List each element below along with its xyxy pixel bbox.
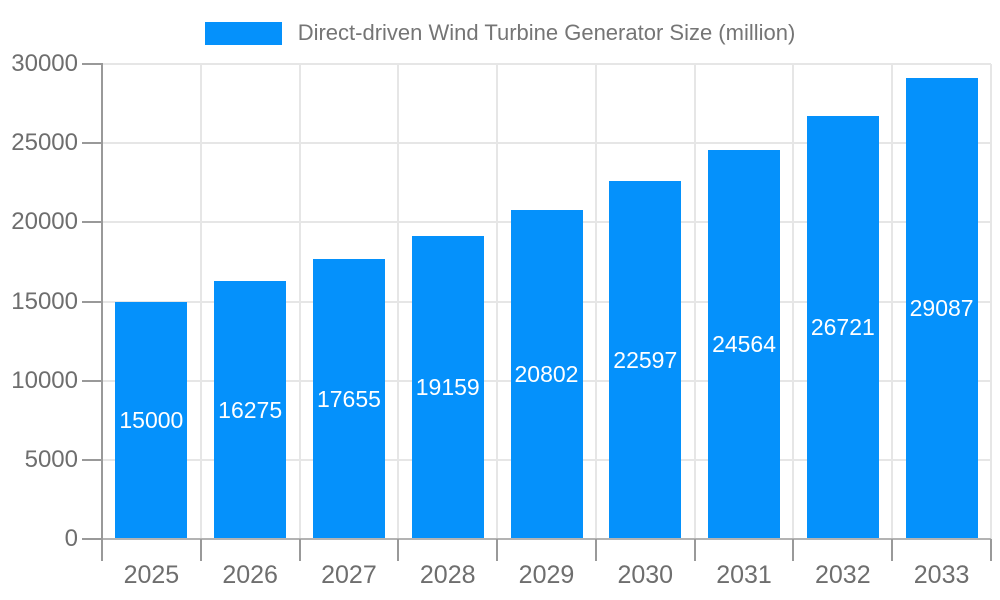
bar[interactable]: 15000 [115, 301, 188, 539]
y-axis-tick [82, 63, 102, 65]
bar[interactable]: 17655 [312, 259, 385, 539]
bar[interactable]: 29087 [905, 78, 978, 539]
bar[interactable]: 20802 [510, 209, 583, 539]
y-axis-tick-label: 15000 [11, 287, 78, 315]
x-axis-tick-label: 2027 [321, 561, 377, 589]
y-axis-tick [82, 458, 102, 461]
legend[interactable]: Direct-driven Wind Turbine Generator Siz… [0, 20, 1000, 46]
bar[interactable]: 19159 [411, 235, 484, 539]
y-axis-tick-label: 0 [64, 525, 78, 552]
x-axis-tick-label: 2030 [617, 561, 674, 589]
y-axis-tick-label: 30000 [11, 50, 78, 77]
x-axis-tick-label: 2032 [815, 561, 871, 589]
x-axis-tick-label: 2026 [222, 561, 278, 589]
h-gridline [102, 63, 991, 65]
x-axis-line [82, 538, 991, 540]
v-gridline [990, 64, 992, 539]
y-axis-line [101, 63, 103, 560]
x-axis-tick-label: 2031 [716, 561, 772, 589]
v-gridline [594, 64, 597, 539]
v-gridline [199, 64, 202, 539]
bar-value-label: 20802 [514, 360, 579, 387]
y-axis-tick-label: 5000 [24, 445, 78, 473]
h-gridline [102, 142, 991, 145]
v-gridline [496, 64, 499, 539]
x-axis-tick [397, 539, 400, 561]
legend-title: Direct-driven Wind Turbine Generator Siz… [297, 20, 796, 45]
y-axis-tick [82, 142, 102, 145]
bar-value-label: 19159 [415, 373, 480, 400]
x-axis-tick [891, 539, 894, 561]
y-axis-tick [82, 221, 102, 224]
y-axis-tick [82, 538, 102, 540]
y-axis-tick-label: 25000 [11, 129, 78, 157]
x-axis-tick [990, 539, 992, 561]
bar[interactable]: 26721 [806, 115, 879, 539]
legend-swatch [204, 21, 282, 45]
bar-value-label: 24564 [712, 331, 777, 358]
x-axis-tick [199, 539, 202, 561]
y-axis-tick-label: 20000 [11, 208, 78, 236]
x-axis-tick [298, 539, 301, 561]
x-axis-tick [101, 539, 103, 561]
x-axis-tick [693, 539, 696, 561]
x-axis-tick [594, 539, 597, 561]
bar[interactable]: 24564 [708, 150, 781, 539]
bar-value-label: 17655 [316, 385, 381, 412]
v-gridline [693, 64, 696, 539]
x-axis-tick-label: 2028 [419, 561, 476, 589]
y-axis-tick-label: 10000 [11, 366, 78, 394]
y-axis-tick [82, 300, 102, 303]
bar[interactable]: 22597 [609, 181, 682, 539]
bar-value-label: 15000 [119, 406, 184, 433]
y-axis-tick [82, 379, 102, 382]
x-axis-tick [496, 539, 499, 561]
x-axis-tick-label: 2025 [123, 561, 180, 589]
bar[interactable]: 16275 [214, 281, 287, 539]
bar-value-label: 29087 [909, 295, 974, 322]
v-gridline [298, 64, 301, 539]
x-axis-tick-label: 2029 [518, 561, 575, 589]
bar-value-label: 16275 [218, 396, 283, 423]
v-gridline [792, 64, 795, 539]
x-axis-tick [792, 539, 795, 561]
bar-value-label: 26721 [810, 313, 875, 340]
x-axis-tick-label: 2033 [913, 561, 970, 589]
v-gridline [397, 64, 400, 539]
bar-value-label: 22597 [613, 346, 678, 373]
v-gridline [891, 64, 894, 539]
